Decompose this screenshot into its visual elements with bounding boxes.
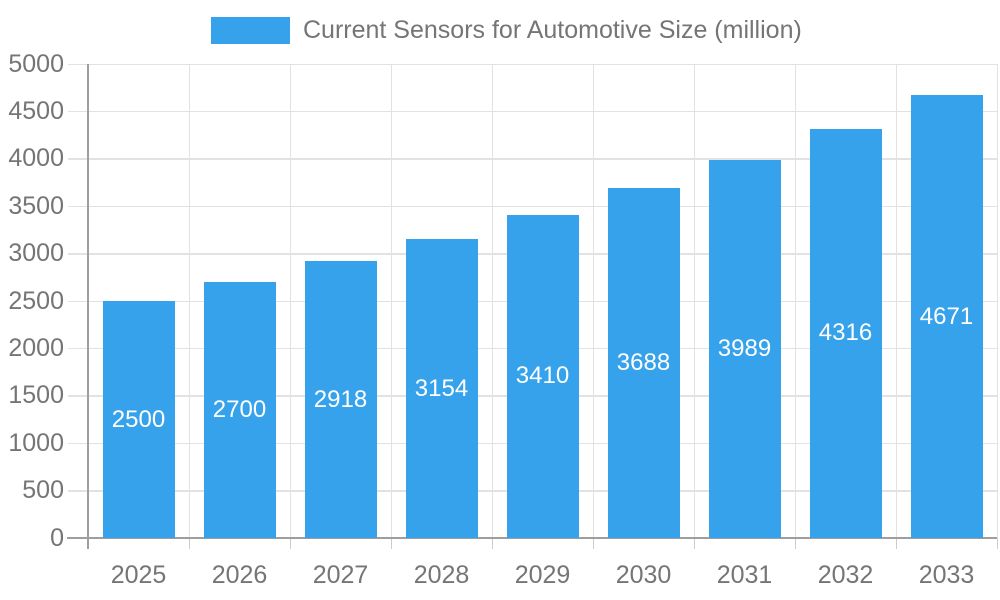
x-axis-tick	[693, 538, 695, 549]
v-gridline	[794, 64, 796, 538]
v-gridline	[895, 64, 897, 538]
v-gridline	[693, 64, 695, 538]
legend-item[interactable]: Current Sensors for Automotive Size (mil…	[211, 14, 802, 46]
x-tick-label: 2026	[211, 561, 268, 589]
x-axis-tick	[996, 538, 998, 549]
h-gridline	[68, 110, 997, 113]
y-axis-line	[87, 64, 89, 549]
bar	[607, 188, 680, 538]
bar	[809, 128, 882, 538]
h-gridline	[68, 63, 997, 65]
x-tick-label: 2031	[716, 561, 773, 589]
bar-value-label: 4671	[919, 302, 974, 330]
y-tick-label: 3500	[8, 191, 64, 220]
y-tick-label: 2500	[8, 286, 64, 315]
x-axis-tick	[592, 538, 594, 549]
y-tick-label: 500	[22, 476, 64, 505]
x-axis-tick	[491, 538, 493, 549]
v-gridline	[289, 64, 291, 538]
y-tick-label: 4500	[8, 96, 64, 125]
bar-value-label: 3989	[717, 334, 772, 362]
v-gridline	[592, 64, 594, 538]
x-tick-label: 2027	[312, 561, 369, 589]
bar-value-label: 3410	[515, 362, 570, 390]
h-gridline	[68, 205, 997, 208]
y-tick-label: 0	[50, 523, 64, 552]
y-tick-label: 5000	[8, 49, 64, 78]
bar	[708, 159, 781, 538]
x-tick-label: 2032	[817, 561, 874, 589]
y-tick-label: 2000	[8, 333, 64, 362]
bar-value-label: 2700	[212, 396, 267, 424]
legend-label: Current Sensors for Automotive Size (mil…	[303, 15, 802, 44]
bar-value-label: 3154	[414, 374, 469, 402]
v-gridline	[188, 64, 190, 538]
x-tick-label: 2029	[514, 561, 571, 589]
bar	[102, 301, 175, 538]
y-tick-label: 3000	[8, 239, 64, 268]
y-tick-label: 1500	[8, 381, 64, 410]
bar	[304, 261, 377, 538]
v-gridline	[491, 64, 493, 538]
bar	[910, 95, 983, 538]
bar-value-label: 3688	[616, 349, 671, 377]
x-tick-label: 2028	[413, 561, 470, 589]
legend-swatch-icon	[211, 16, 290, 44]
x-axis-tick	[188, 538, 190, 549]
x-tick-label: 2025	[110, 561, 167, 589]
v-gridline	[390, 64, 392, 538]
bar	[506, 214, 579, 538]
x-axis-tick	[794, 538, 796, 549]
x-axis-tick	[289, 538, 291, 549]
y-tick-label: 4000	[8, 144, 64, 173]
x-tick-label: 2030	[615, 561, 672, 589]
x-axis-tick	[895, 538, 897, 549]
x-axis-line	[67, 537, 997, 539]
bar-value-label: 2918	[313, 385, 368, 413]
y-tick-label: 1000	[8, 428, 64, 457]
bar-value-label: 2500	[111, 405, 166, 433]
bar	[203, 282, 276, 538]
v-gridline	[996, 64, 998, 538]
bar	[405, 239, 478, 538]
bar-value-label: 4316	[818, 319, 873, 347]
h-gridline	[68, 158, 997, 160]
x-axis-tick	[390, 538, 392, 549]
x-tick-label: 2033	[918, 561, 975, 589]
